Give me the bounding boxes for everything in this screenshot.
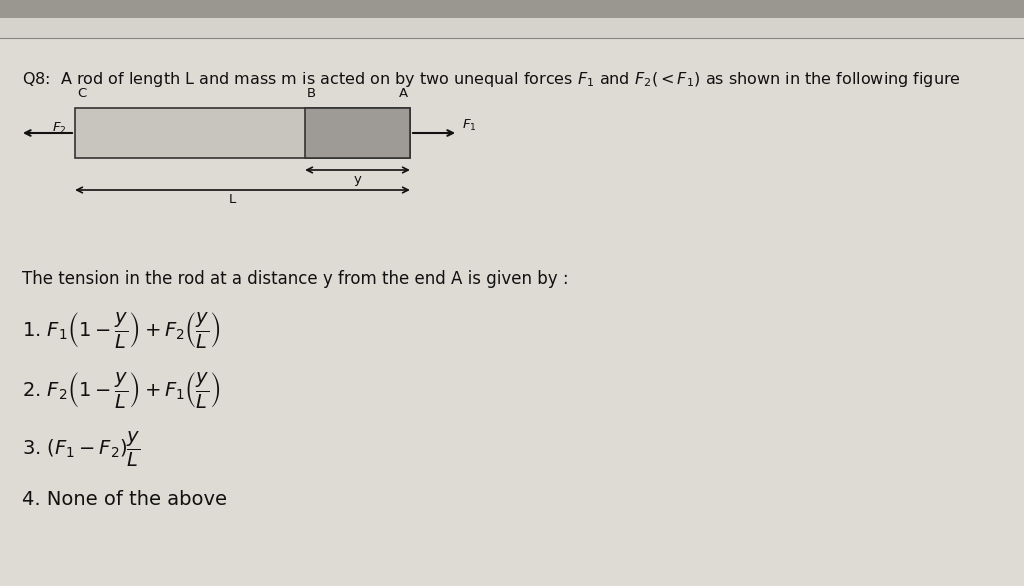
Text: 2. $F_2\left(1-\dfrac{y}{L}\right)+F_1\left(\dfrac{y}{L}\right)$: 2. $F_2\left(1-\dfrac{y}{L}\right)+F_1\l… — [22, 370, 221, 410]
Text: 4. None of the above: 4. None of the above — [22, 490, 227, 509]
Text: L: L — [229, 193, 237, 206]
Text: 3. $\left(F_1 - F_2\right)\dfrac{y}{L}$: 3. $\left(F_1 - F_2\right)\dfrac{y}{L}$ — [22, 430, 140, 469]
Text: 1. $F_1\left(1-\dfrac{y}{L}\right)+F_2\left(\dfrac{y}{L}\right)$: 1. $F_1\left(1-\dfrac{y}{L}\right)+F_2\l… — [22, 310, 221, 350]
Bar — [0, 0, 1024, 18]
Bar — [305, 108, 410, 158]
Text: Q8:  A rod of length L and mass m is acted on by two unequal forces $F_1$ and $F: Q8: A rod of length L and mass m is acte… — [22, 70, 961, 89]
Text: $F_2$: $F_2$ — [52, 121, 67, 136]
Text: $F_1$: $F_1$ — [462, 117, 476, 132]
Text: A: A — [399, 87, 408, 100]
Text: C: C — [77, 87, 86, 100]
Text: B: B — [307, 87, 316, 100]
Text: y: y — [353, 173, 361, 186]
Bar — [75, 108, 410, 158]
Text: The tension in the rod at a distance y from the end A is given by :: The tension in the rod at a distance y f… — [22, 270, 568, 288]
